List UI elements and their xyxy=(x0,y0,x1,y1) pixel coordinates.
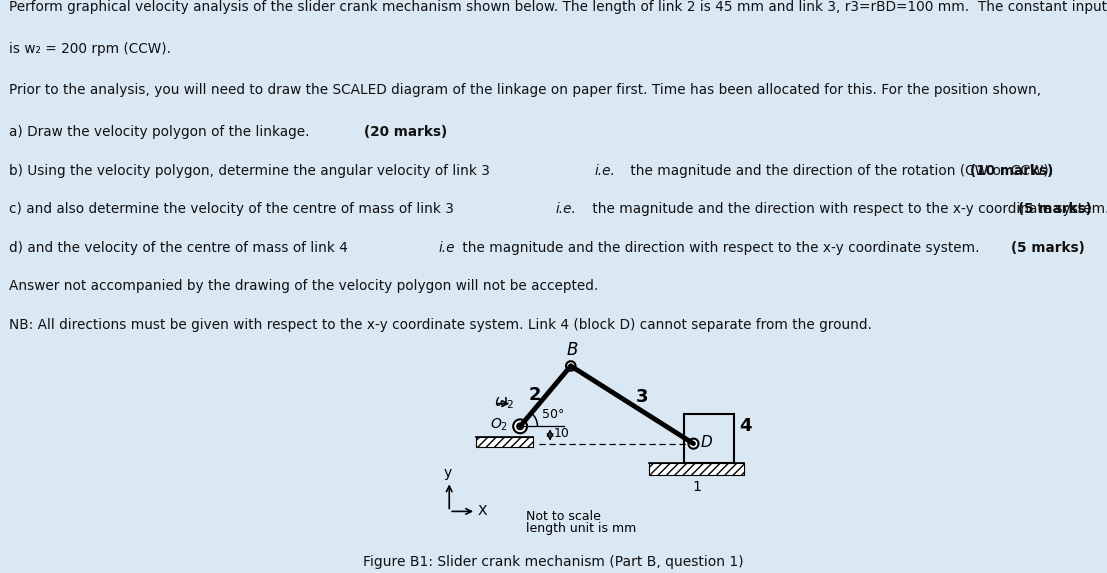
Text: Not to scale: Not to scale xyxy=(527,510,601,523)
Text: i.e.: i.e. xyxy=(556,202,577,216)
Polygon shape xyxy=(476,437,532,447)
Text: 50°: 50° xyxy=(541,407,563,421)
Text: 3: 3 xyxy=(635,388,648,406)
Text: the magnitude and the direction with respect to the x-y coordinate system.: the magnitude and the direction with res… xyxy=(588,202,1107,216)
Text: d) and the velocity of the centre of mass of link 4: d) and the velocity of the centre of mas… xyxy=(9,241,352,254)
Text: a) Draw the velocity polygon of the linkage.: a) Draw the velocity polygon of the link… xyxy=(9,125,313,139)
Circle shape xyxy=(689,438,699,449)
Circle shape xyxy=(566,361,576,371)
Text: Answer not accompanied by the drawing of the velocity polygon will not be accept: Answer not accompanied by the drawing of… xyxy=(9,279,598,293)
Text: NB: All directions must be given with respect to the x-y coordinate system. Link: NB: All directions must be given with re… xyxy=(9,317,871,332)
Text: (5 marks): (5 marks) xyxy=(1011,241,1084,254)
Text: Figure B1: Slider crank mechanism (Part B, question 1): Figure B1: Slider crank mechanism (Part … xyxy=(363,555,744,568)
Text: length unit is mm: length unit is mm xyxy=(527,523,637,535)
Text: (20 marks): (20 marks) xyxy=(364,125,447,139)
Bar xyxy=(684,414,734,462)
Text: 1: 1 xyxy=(692,480,701,494)
Circle shape xyxy=(514,419,527,433)
Text: D: D xyxy=(701,434,712,450)
Text: Prior to the analysis, you will need to draw the SCALED diagram of the linkage o: Prior to the analysis, you will need to … xyxy=(9,84,1041,97)
Text: 4: 4 xyxy=(739,417,752,435)
Text: 2: 2 xyxy=(528,386,540,403)
Text: the magnitude and the direction of the rotation (CW or CCW).: the magnitude and the direction of the r… xyxy=(625,164,1057,178)
Circle shape xyxy=(517,423,524,430)
Text: X: X xyxy=(477,504,487,519)
Text: (5 marks): (5 marks) xyxy=(1018,202,1092,216)
Text: (10 marks): (10 marks) xyxy=(970,164,1053,178)
Text: the magnitude and the direction with respect to the x-y coordinate system.: the magnitude and the direction with res… xyxy=(458,241,984,254)
Text: 10: 10 xyxy=(554,427,570,440)
Text: b) Using the velocity polygon, determine the angular velocity of link 3: b) Using the velocity polygon, determine… xyxy=(9,164,494,178)
Text: is w₂ = 200 rpm (CCW).: is w₂ = 200 rpm (CCW). xyxy=(9,42,170,56)
Text: y: y xyxy=(444,466,452,480)
Text: i.e.: i.e. xyxy=(594,164,615,178)
Text: i.e: i.e xyxy=(438,241,455,254)
Text: Perform graphical velocity analysis of the slider crank mechanism shown below. T: Perform graphical velocity analysis of t… xyxy=(9,0,1107,14)
Polygon shape xyxy=(650,462,744,475)
Text: c) and also determine the velocity of the centre of mass of link 3: c) and also determine the velocity of th… xyxy=(9,202,458,216)
Text: B: B xyxy=(567,341,578,359)
Text: $\omega_2$: $\omega_2$ xyxy=(494,395,515,410)
Text: $O_2$: $O_2$ xyxy=(490,417,508,433)
